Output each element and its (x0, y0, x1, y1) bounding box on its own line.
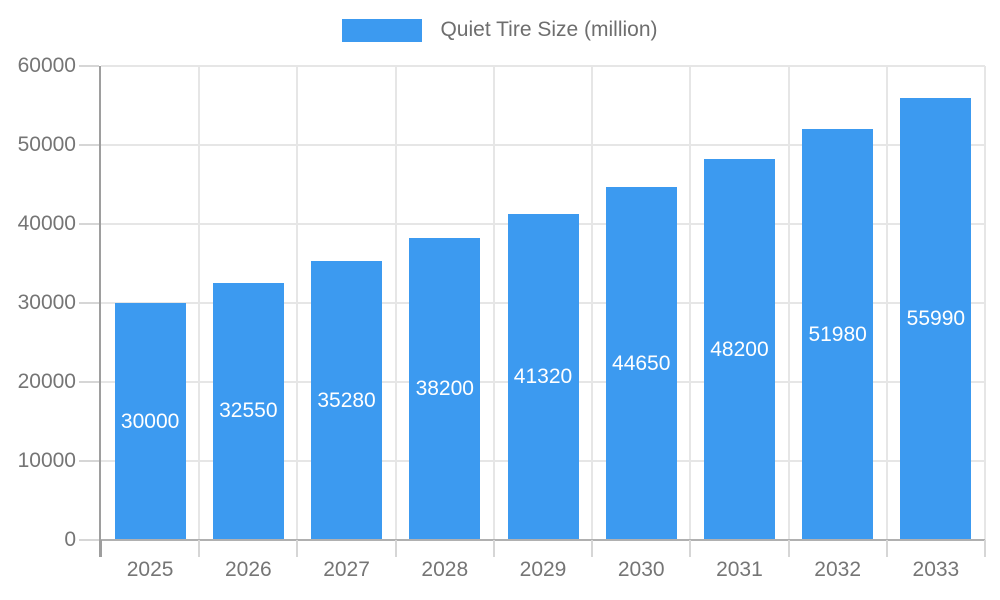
x-axis-tick (787, 540, 790, 557)
bar-2032[interactable]: 51980 (802, 129, 874, 540)
gridline-horizontal (101, 65, 985, 67)
x-axis-label: 2030 (617, 558, 665, 581)
y-axis-label: 20000 (17, 370, 76, 393)
x-axis-tick (591, 540, 594, 557)
x-axis-label: 2029 (519, 558, 567, 581)
bar-2027[interactable]: 35280 (311, 261, 383, 540)
y-axis-line (99, 66, 101, 557)
x-axis-label: 2033 (912, 558, 960, 581)
x-axis-tick (885, 540, 888, 557)
y-axis-tick (79, 302, 99, 304)
bar-value-label: 30000 (120, 409, 180, 433)
y-axis-tick (79, 460, 99, 462)
x-axis-tick (296, 540, 299, 557)
bar-value-label: 32550 (219, 399, 278, 423)
y-axis-tick (79, 539, 99, 541)
gridline-vertical (492, 66, 495, 540)
y-axis-label: 0 (64, 528, 76, 551)
bar-value-label: 35280 (317, 388, 376, 412)
bar-value-label: 55990 (906, 306, 966, 330)
x-axis-tick (394, 540, 397, 557)
gridline-horizontal (101, 144, 985, 146)
y-axis-tick (79, 223, 99, 225)
bar-value-label: 51980 (808, 322, 867, 346)
y-axis-label: 10000 (17, 449, 76, 472)
gridline-vertical (394, 66, 397, 540)
y-axis-tick (79, 144, 99, 146)
gridline-vertical (198, 66, 201, 540)
x-axis-label: 2032 (814, 558, 862, 581)
y-axis-label: 40000 (17, 212, 76, 235)
bar-2029[interactable]: 41320 (507, 213, 579, 540)
legend-item[interactable]: Quiet Tire Size (million) (0, 17, 1000, 43)
gridline-vertical (984, 66, 986, 540)
bar-2033[interactable]: 55990 (900, 97, 972, 540)
bar-2025[interactable]: 30000 (114, 303, 186, 540)
x-axis-label: 2027 (323, 558, 370, 581)
x-axis-tick (492, 540, 495, 557)
bar-value-label: 41320 (513, 364, 573, 388)
bar-2028[interactable]: 38200 (409, 238, 481, 540)
bar-2026[interactable]: 32550 (212, 282, 284, 540)
bar-value-label: 44650 (612, 351, 671, 375)
x-axis-line (101, 539, 985, 541)
gridline-vertical (787, 66, 790, 540)
y-axis-label: 30000 (17, 291, 76, 314)
x-axis-label: 2026 (224, 558, 272, 581)
legend-label: Quiet Tire Size (million) (440, 18, 658, 41)
y-axis-tick (79, 65, 99, 67)
gridline-vertical (885, 66, 888, 540)
x-axis-tick (198, 540, 201, 557)
x-axis-label: 2025 (126, 558, 174, 581)
x-axis-tick (689, 540, 692, 557)
x-axis-label: 2031 (716, 558, 763, 581)
gridline-vertical (689, 66, 692, 540)
y-axis-label: 60000 (17, 54, 76, 77)
y-axis-label: 50000 (17, 133, 76, 156)
bar-2030[interactable]: 44650 (605, 187, 677, 540)
y-axis-tick (79, 381, 99, 383)
x-axis-tick (100, 540, 102, 557)
bar-value-label: 48200 (710, 337, 769, 361)
plot-area: 30000 32550 35280 38200 41320 44650 48200 51980… (101, 65, 986, 540)
bar-2031[interactable]: 48200 (703, 159, 775, 540)
x-axis-label: 2028 (421, 558, 469, 581)
bar-value-label: 38200 (415, 377, 474, 401)
gridline-vertical (591, 66, 594, 540)
gridline-vertical (296, 66, 299, 540)
legend-swatch (342, 18, 423, 42)
x-axis-tick (984, 540, 986, 557)
